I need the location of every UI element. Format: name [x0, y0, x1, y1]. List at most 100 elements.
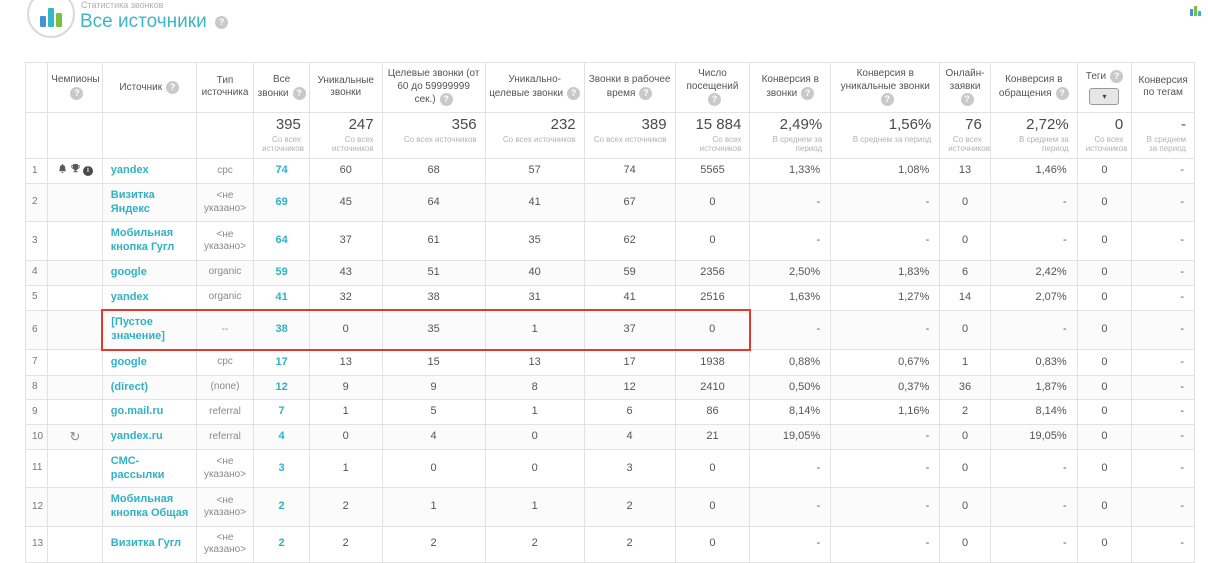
work_time_calls-value: 59 [583, 259, 676, 286]
online_requests-value: 6 [939, 259, 991, 286]
col-header-work_time_calls[interactable]: Звонки в рабочее время [583, 62, 676, 113]
col-header-label: Звонки в рабочее время [588, 74, 671, 99]
work_time_calls-value: 3 [583, 448, 676, 489]
conv_calls-value: 0,88% [749, 349, 832, 376]
col-header-tags[interactable]: Теги [1076, 62, 1133, 113]
summary-unique_target_calls: 232 Со всех источников [484, 111, 585, 160]
all_calls-value[interactable]: 74 [253, 158, 310, 184]
tags-value: 0 [1076, 309, 1133, 351]
help-icon[interactable] [801, 86, 815, 100]
source-link[interactable]: СМС-рассылки [110, 454, 165, 481]
summary-value: 247 [348, 115, 374, 133]
source-link[interactable]: yandex.ru [110, 430, 163, 443]
col-header-conv_requests[interactable]: Конверсия в обращения [989, 62, 1078, 113]
unique_target_calls-value: 0 [484, 424, 585, 450]
all_calls-value[interactable]: 2 [253, 525, 310, 563]
all_calls-value[interactable]: 64 [253, 221, 310, 261]
col-header-label: Конверсия в уникальные звонки [840, 68, 930, 92]
source-link[interactable]: [Пустое значение] [111, 316, 165, 343]
champions-cell [47, 399, 103, 426]
trophy-icon [70, 163, 81, 179]
help-icon[interactable] [639, 86, 653, 100]
help-icon[interactable] [880, 93, 894, 106]
source-type: <не указано> [195, 525, 255, 563]
source-cell: yandex [101, 284, 197, 311]
unique_calls-value: 2 [308, 487, 383, 527]
table-row: 13 Визитка Гугл <не указано> 2 2 2 2 2 0- -0-0- [24, 525, 1195, 563]
all_calls-value[interactable]: 69 [253, 182, 310, 223]
help-icon[interactable] [439, 93, 453, 106]
all_calls-value[interactable]: 2 [253, 487, 310, 527]
all_calls-value[interactable]: 3 [253, 448, 310, 489]
source-link[interactable]: google [110, 265, 147, 278]
help-icon[interactable] [707, 93, 721, 106]
help-icon[interactable] [70, 86, 84, 100]
work_time_calls-value: 6 [583, 399, 676, 426]
source-link[interactable]: google [110, 355, 147, 368]
col-header-online_requests[interactable]: Онлайн-заявки [939, 62, 991, 113]
all_calls-value[interactable]: 59 [253, 259, 310, 286]
help-icon[interactable] [1055, 86, 1069, 100]
source-cell: [Пустое значение] [101, 309, 197, 351]
col-header-source[interactable]: Источник [101, 62, 197, 113]
conv_calls-value: - [749, 221, 832, 261]
row-number: 12 [24, 487, 49, 527]
summary-value: - [1181, 115, 1186, 133]
tags-value: 0 [1076, 221, 1133, 261]
visits-value: 86 [674, 399, 751, 426]
summary-empty-cell [101, 111, 197, 160]
row-number: 4 [24, 259, 49, 286]
title-help-icon[interactable] [215, 16, 229, 30]
chart-widget-icon[interactable] [1189, 4, 1202, 22]
tags-value: 0 [1076, 158, 1133, 184]
col-header-type[interactable]: Тип источника [195, 62, 255, 113]
help-icon[interactable] [960, 93, 974, 106]
source-link[interactable]: yandex [110, 164, 149, 177]
tags-filter-button[interactable] [1089, 87, 1120, 105]
conv_requests-value: 2,07% [989, 284, 1078, 311]
champions-cell [47, 424, 103, 450]
summary-visits: 15 884 Со всех источников [674, 111, 751, 160]
source-link[interactable]: go.mail.ru [110, 405, 164, 418]
source-link[interactable]: Мобильная кнопка Общая [110, 493, 189, 520]
champions-cell [47, 158, 103, 184]
source-cell: yandex [101, 158, 197, 184]
conv_tags-value: - [1131, 182, 1195, 223]
col-header-conv_tags[interactable]: Конверсия по тегам [1131, 62, 1195, 113]
col-header-conv_calls[interactable]: Конверсия в звонки [749, 62, 832, 113]
all_calls-value[interactable]: 41 [253, 284, 310, 311]
source-link[interactable]: (direct) [110, 380, 149, 393]
visits-value: 21 [674, 424, 751, 450]
col-header-conv_unique_calls[interactable]: Конверсия в уникальные звонки [830, 62, 941, 113]
source-link[interactable]: Визитка Яндекс [110, 188, 155, 215]
online_requests-value: 14 [939, 284, 991, 311]
col-header-label: Уникальные звонки [317, 74, 374, 99]
help-icon[interactable] [567, 86, 581, 100]
unique_target_calls-value: 1 [484, 309, 585, 351]
all_calls-value[interactable]: 4 [253, 424, 310, 450]
all_calls-value[interactable]: 7 [253, 399, 310, 426]
col-header-unique_calls[interactable]: Уникальные звонки [308, 62, 383, 113]
unique_target_calls-value: 41 [484, 182, 585, 223]
unique_target_calls-value: 8 [484, 374, 585, 401]
summary-value: 389 [641, 115, 667, 133]
source-link[interactable]: Мобильная кнопка Гугл [110, 227, 175, 254]
title-row: Все источники [80, 11, 229, 33]
col-header-visits[interactable]: Число посещений [674, 62, 751, 113]
help-icon[interactable] [1110, 70, 1124, 83]
help-icon[interactable] [292, 86, 306, 100]
col-header-unique_target_calls[interactable]: Уникально-целевые звонки [484, 62, 585, 113]
summary-value: 2,49% [779, 115, 823, 133]
source-link[interactable]: Визитка Гугл [110, 537, 181, 550]
visits-value: 1938 [674, 349, 751, 376]
col-header-num[interactable] [24, 62, 49, 113]
help-icon[interactable] [166, 80, 180, 94]
all_calls-value[interactable]: 17 [253, 349, 310, 376]
all_calls-value[interactable]: 12 [253, 374, 310, 401]
all_calls-value[interactable]: 38 [253, 309, 310, 351]
source-link[interactable]: yandex [110, 290, 149, 303]
col-header-all_calls[interactable]: Все звонки [253, 62, 310, 113]
col-header-champions[interactable]: Чемпионы [47, 62, 103, 113]
col-header-target_calls[interactable]: Целевые звонки (от 60 до 59999999 сек.) [381, 62, 486, 113]
